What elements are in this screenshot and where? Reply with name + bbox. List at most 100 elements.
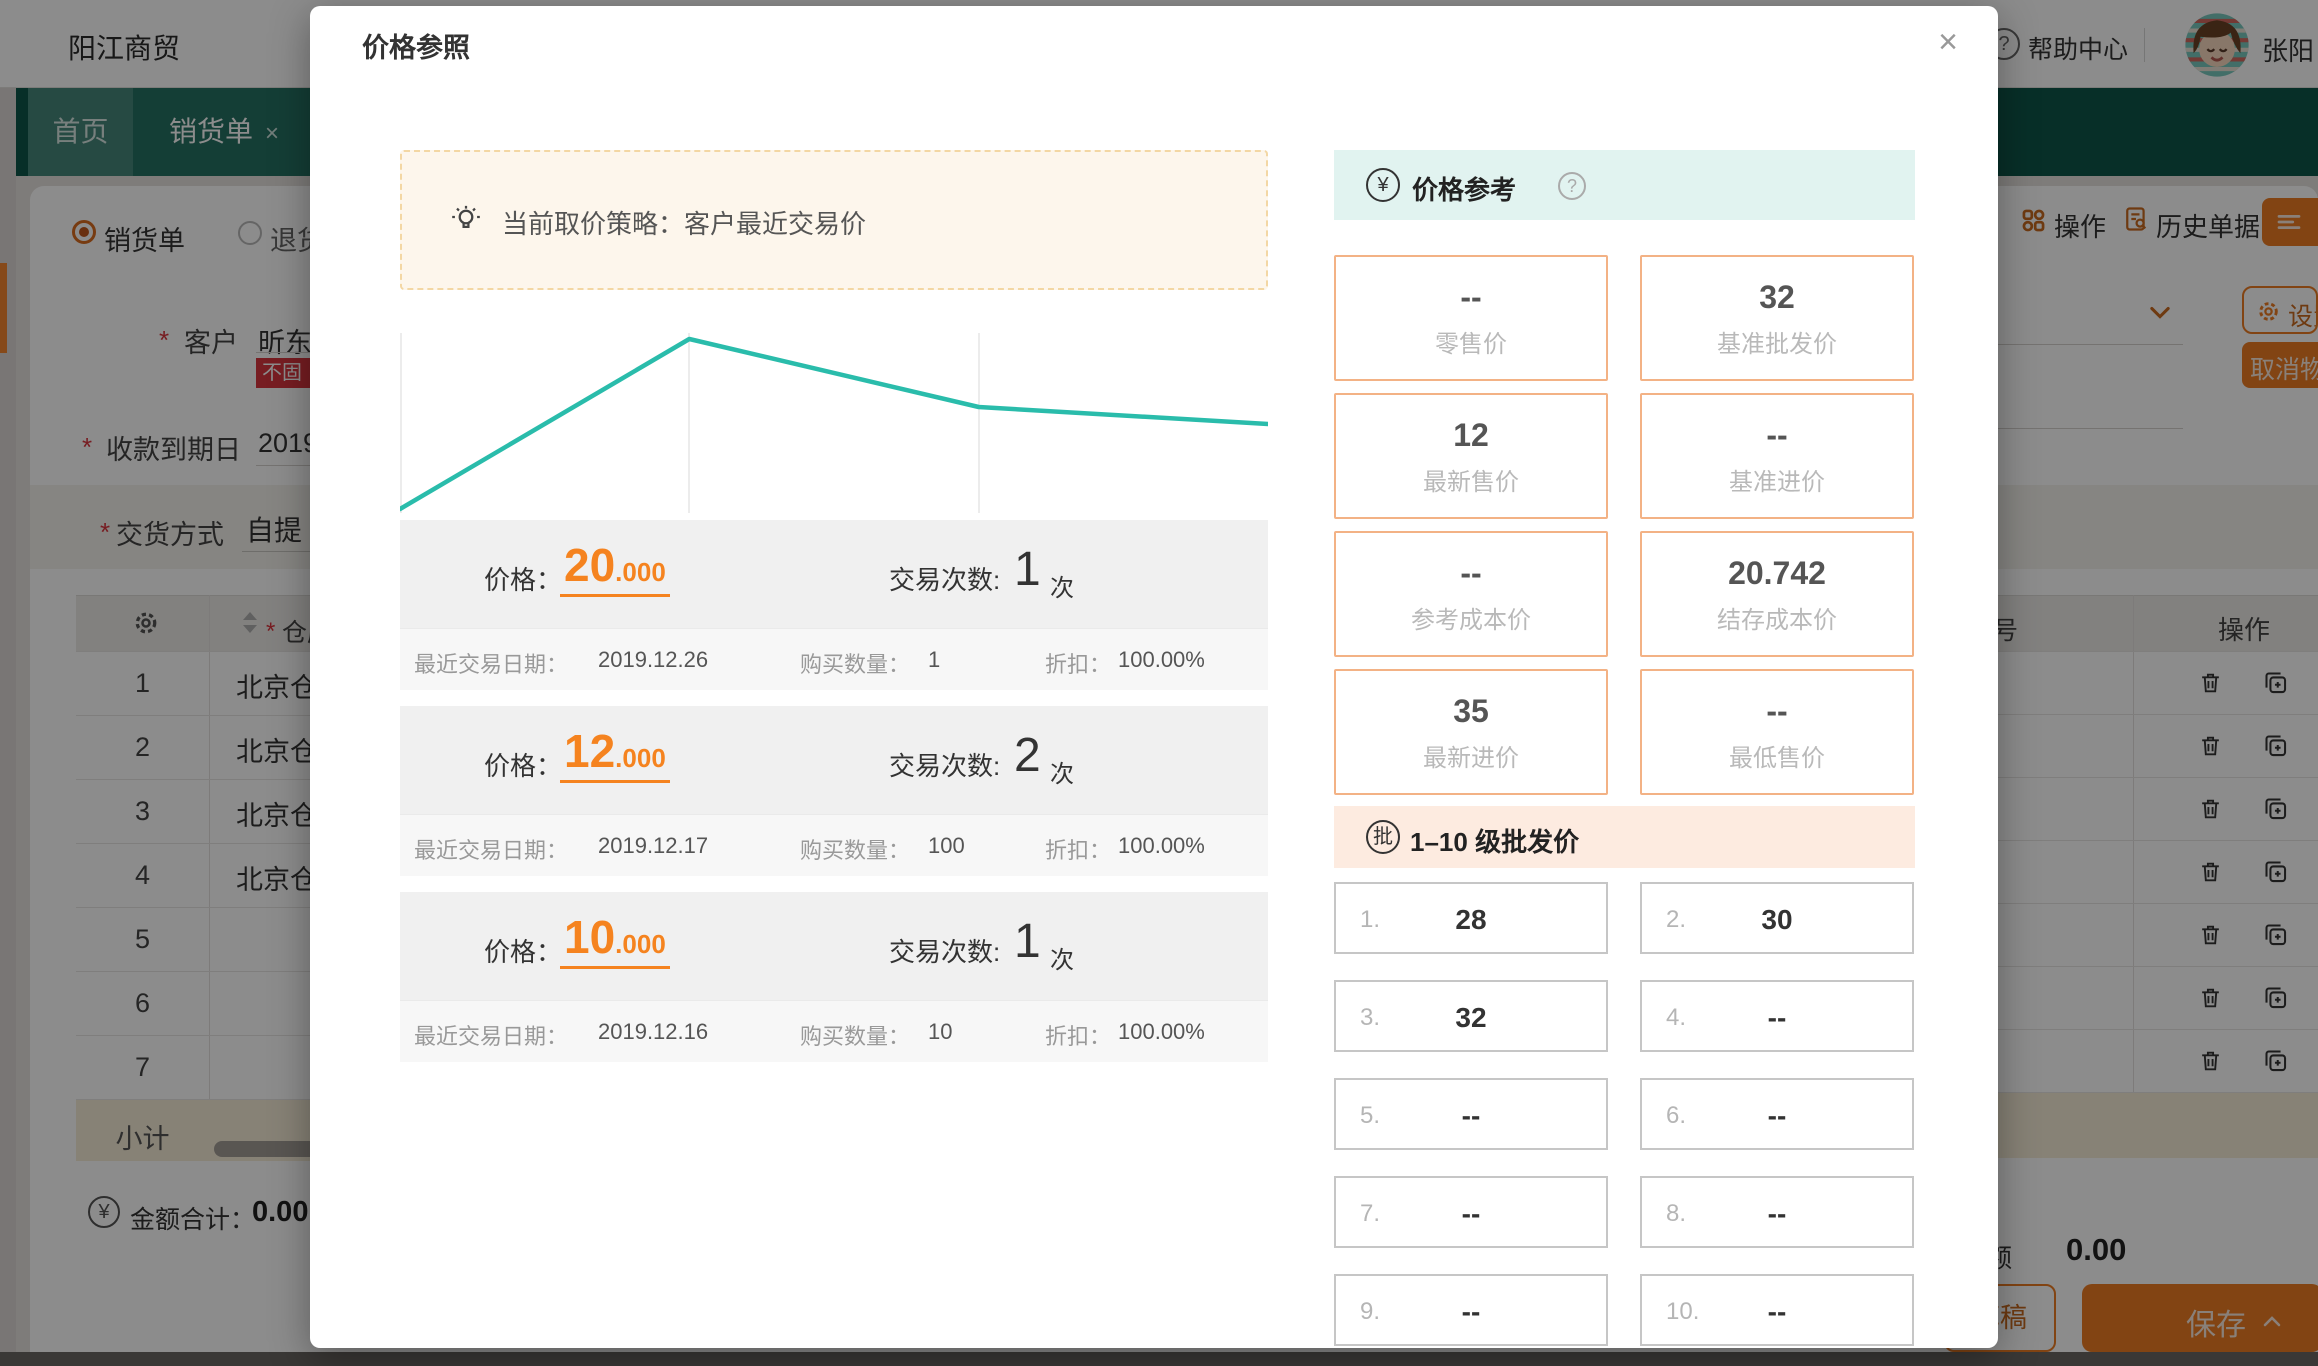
trade-date: 2019.12.16 bbox=[598, 1019, 709, 1044]
pricing-strategy-text: 当前取价策略：客户最近交易价 bbox=[502, 209, 867, 239]
help-question-icon[interactable]: ? bbox=[1558, 172, 1586, 200]
trade-count: 2 bbox=[1014, 729, 1041, 782]
sort-asc-icon[interactable] bbox=[243, 612, 257, 620]
settings-gear-icon bbox=[2256, 299, 2281, 324]
tier-price-5: 5. -- bbox=[1334, 1078, 1608, 1150]
avatar[interactable] bbox=[2184, 12, 2250, 78]
ref-latest-purchase-price: 35 最新进价 bbox=[1334, 669, 1608, 795]
required-warehouse: * bbox=[266, 618, 276, 645]
radio-sale-label: 销货单 bbox=[104, 226, 185, 256]
warehouse-cell[interactable]: 北京仓 bbox=[236, 865, 317, 895]
trade-qty: 10 bbox=[928, 1019, 953, 1044]
tier-price-2: 2. 30 bbox=[1640, 882, 1914, 954]
actions-header: 操作 bbox=[2218, 615, 2271, 645]
delete-row-icon[interactable] bbox=[2198, 922, 2223, 947]
column-settings-icon[interactable] bbox=[132, 609, 160, 637]
settings-button[interactable]: 设置 bbox=[2242, 286, 2318, 334]
radio-sale-order[interactable] bbox=[72, 220, 96, 244]
tier-price-6: 6. -- bbox=[1640, 1078, 1914, 1150]
warehouse-cell[interactable]: 北京仓 bbox=[236, 673, 317, 703]
radio-return-order[interactable] bbox=[238, 221, 262, 245]
username[interactable]: 张阳 bbox=[2262, 36, 2315, 66]
warehouse-cell[interactable]: 北京仓 bbox=[236, 801, 317, 831]
price-trend-chart bbox=[400, 333, 1268, 513]
delivery-underline bbox=[242, 551, 310, 552]
tier-price-1: 1. 28 bbox=[1334, 882, 1608, 954]
sort-desc-icon[interactable] bbox=[243, 625, 257, 633]
save-button[interactable]: 保存 bbox=[2082, 1284, 2318, 1352]
actions-menu[interactable]: 操作 bbox=[2054, 212, 2107, 242]
price-trend-line bbox=[400, 336, 1268, 512]
history-doc-icon[interactable] bbox=[2122, 205, 2150, 233]
help-center-link[interactable]: 帮助中心 bbox=[2028, 36, 2129, 64]
copy-row-icon[interactable] bbox=[2262, 921, 2289, 948]
trade-price: 12.000 bbox=[560, 724, 670, 783]
copy-row-icon[interactable] bbox=[2262, 795, 2289, 822]
ref-retail-price: -- 零售价 bbox=[1334, 255, 1608, 381]
delivery-label: 交货方式 bbox=[116, 520, 224, 550]
delete-row-icon[interactable] bbox=[2198, 733, 2223, 758]
ref-balance-cost: 20.742 结存成本价 bbox=[1640, 531, 1914, 657]
horizontal-scrollbar[interactable] bbox=[214, 1141, 324, 1157]
delete-row-icon[interactable] bbox=[2198, 796, 2223, 821]
trade-block: 价格： 12.000 交易次数: 2 次 最近交易日期： 2019.12.17 … bbox=[400, 706, 1268, 876]
amount-currency-icon: ¥ bbox=[88, 1196, 120, 1228]
row-index: 7 bbox=[134, 1052, 151, 1082]
row-index: 2 bbox=[134, 732, 151, 762]
tier-price-8: 8. -- bbox=[1640, 1176, 1914, 1248]
required-delivery: * bbox=[100, 517, 111, 547]
grid-header bbox=[76, 595, 310, 651]
copy-row-icon[interactable] bbox=[2262, 984, 2289, 1011]
tab-home[interactable]: 首页 bbox=[28, 88, 133, 176]
grid-header-right bbox=[1997, 595, 2318, 651]
trade-block: 价格： 10.000 交易次数: 1 次 最近交易日期： 2019.12.16 … bbox=[400, 892, 1268, 1062]
delete-row-icon[interactable] bbox=[2198, 1048, 2223, 1073]
ref-latest-sale-price: 12 最新售价 bbox=[1334, 393, 1608, 519]
copy-row-icon[interactable] bbox=[2262, 1047, 2289, 1074]
ref-base-wholesale-price: 32 基准批发价 bbox=[1640, 255, 1914, 381]
modal-close-icon[interactable]: × bbox=[1938, 23, 1958, 61]
warehouse-cell[interactable]: 北京仓 bbox=[236, 737, 317, 767]
delivery-band bbox=[30, 485, 310, 569]
dropdown-chevron-icon[interactable] bbox=[2146, 298, 2174, 326]
actions-grid-icon[interactable] bbox=[2020, 207, 2047, 234]
amount-total-value: 0.00 bbox=[252, 1196, 309, 1228]
row-index: 1 bbox=[134, 668, 151, 698]
tier-price-4: 4. -- bbox=[1640, 980, 1914, 1052]
save-chevron-up-icon bbox=[2260, 1310, 2284, 1334]
ref-lowest-sale-price: -- 最低售价 bbox=[1640, 669, 1914, 795]
trade-date: 2019.12.17 bbox=[598, 833, 709, 858]
history-orders-menu[interactable]: 历史单据 bbox=[2156, 212, 2261, 242]
subtotal-label: 小计 bbox=[115, 1124, 170, 1154]
delete-row-icon[interactable] bbox=[2198, 670, 2223, 695]
cancel-logistics-button[interactable]: 取消物流 bbox=[2242, 342, 2318, 388]
tab-close-icon[interactable]: × bbox=[265, 120, 280, 147]
tier-price-7: 7. -- bbox=[1334, 1176, 1608, 1248]
trade-price: 20.000 bbox=[560, 538, 670, 597]
trade-count: 1 bbox=[1014, 543, 1041, 596]
row-index: 5 bbox=[134, 924, 151, 954]
tier-price-9: 9. -- bbox=[1334, 1274, 1608, 1346]
due-date-field[interactable]: 2019 bbox=[258, 428, 319, 458]
trade-discount: 100.00% bbox=[1118, 647, 1205, 672]
delivery-field[interactable]: 自提 bbox=[246, 515, 303, 546]
copy-row-icon[interactable] bbox=[2262, 669, 2289, 696]
column-divider bbox=[209, 595, 210, 1161]
delete-row-icon[interactable] bbox=[2198, 859, 2223, 884]
lightbulb-icon bbox=[448, 202, 484, 238]
yuan-circle-icon: ¥ bbox=[1366, 168, 1400, 202]
copy-row-icon[interactable] bbox=[2262, 732, 2289, 759]
row-index: 4 bbox=[134, 860, 151, 890]
price-reference-header: ¥ 价格参考 ? bbox=[1334, 150, 1915, 220]
trade-block: 价格： 20.000 交易次数: 1 次 最近交易日期： 2019.12.26 … bbox=[400, 520, 1268, 690]
collapse-menu-button[interactable] bbox=[2262, 198, 2318, 246]
wholesale-tier-header: 批 1–10 级批发价 bbox=[1334, 806, 1915, 868]
row-index: 3 bbox=[134, 796, 151, 826]
trade-count: 1 bbox=[1014, 915, 1041, 968]
copy-row-icon[interactable] bbox=[2262, 858, 2289, 885]
sidebar-scroll-indicator[interactable] bbox=[0, 263, 7, 353]
tab-sale[interactable]: 销货单 × bbox=[133, 88, 315, 176]
price-reference-modal: 价格参照 × 当前取价策略：客户最近交易价 价格： 20.00 bbox=[310, 6, 1998, 1348]
delete-row-icon[interactable] bbox=[2198, 985, 2223, 1010]
trade-price: 10.000 bbox=[560, 910, 670, 969]
